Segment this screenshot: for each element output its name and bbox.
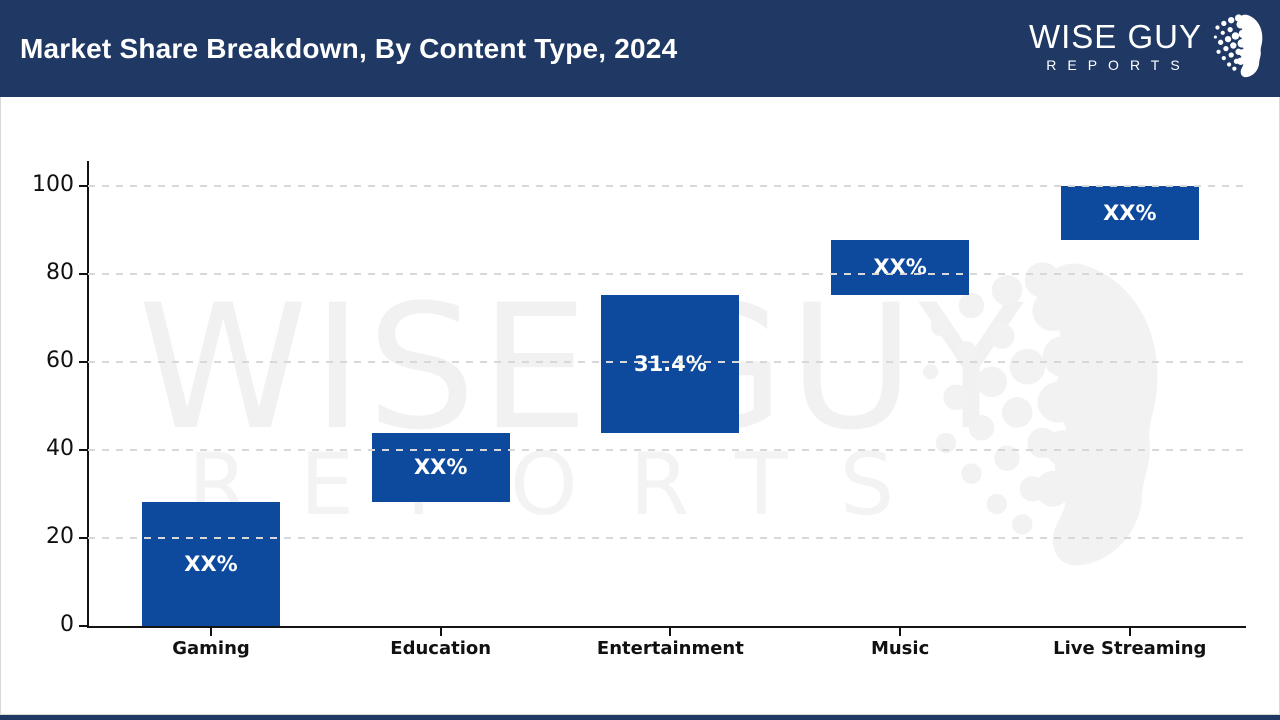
- y-tick-label-40: 40: [46, 436, 74, 461]
- footer-hairline: [0, 714, 1280, 715]
- logo-face-icon: [1213, 14, 1263, 78]
- logo-reports-label: REPORTS: [1046, 57, 1191, 74]
- bar-entertainment: 31.4%: [601, 294, 740, 433]
- bar-value-label-live-streaming: XX%: [1103, 200, 1157, 225]
- chart-title: Market Share Breakdown, By Content Type,…: [20, 32, 678, 64]
- watermark-reports: REPORTS: [188, 435, 947, 535]
- x-category-label-entertainment: Entertainment: [596, 638, 744, 659]
- gridline-80: [88, 273, 1245, 275]
- x-category-label-education: Education: [390, 638, 492, 659]
- x-tick-mark-entertainment: [669, 628, 672, 636]
- gridline-40: [88, 449, 1245, 451]
- logo-wiseguy-label: WISE GUY: [1028, 17, 1202, 55]
- x-category-label-gaming: Gaming: [172, 638, 250, 659]
- x-tick-mark-live-streaming: [1128, 628, 1131, 636]
- y-tick-label-80: 80: [46, 260, 74, 285]
- header-band: Market Share Breakdown, By Content Type,…: [0, 0, 1280, 97]
- y-tick-label-100: 100: [32, 172, 74, 197]
- bar-live-streaming: XX%: [1060, 186, 1199, 240]
- x-axis-line: [87, 626, 1246, 628]
- y-tick-label-60: 60: [46, 348, 74, 373]
- y-tick-mark-20: [79, 537, 88, 539]
- y-tick-mark-0: [79, 625, 88, 627]
- x-category-label-live-streaming: Live Streaming: [1053, 638, 1207, 659]
- x-tick-mark-education: [439, 628, 442, 636]
- gridline-20: [88, 537, 1245, 539]
- bar-music: XX%: [831, 239, 970, 295]
- x-category-label-music: Music: [870, 638, 930, 659]
- y-tick-mark-100: [79, 185, 88, 187]
- gridline-60: [88, 361, 1245, 363]
- logo-text: WISE GUY REPORTS: [1028, 17, 1202, 74]
- y-tick-mark-80: [79, 273, 88, 275]
- y-tick-mark-60: [79, 361, 88, 363]
- bar-value-label-education: XX%: [413, 455, 468, 480]
- bar-value-label-entertainment: 31.4%: [633, 351, 707, 376]
- wiseguy-logo: WISE GUY REPORTS: [1029, 6, 1266, 86]
- y-tick-label-0: 0: [60, 612, 74, 637]
- y-axis-line: [87, 161, 89, 628]
- watermark-wiseguy: WISE GUY: [138, 267, 1028, 468]
- bar-value-label-gaming: XX%: [184, 551, 238, 576]
- gridline-100: [88, 185, 1245, 187]
- x-tick-mark-gaming: [210, 628, 212, 636]
- bar-gaming: XX%: [142, 501, 280, 626]
- bar-value-label-music: XX%: [873, 255, 927, 280]
- footer-bar: [0, 715, 1280, 720]
- watermark-face-icon: [923, 262, 1158, 566]
- x-tick-mark-music: [899, 628, 902, 636]
- y-tick-label-20: 20: [46, 524, 74, 549]
- y-tick-mark-40: [79, 449, 88, 451]
- bar-education: XX%: [371, 432, 510, 502]
